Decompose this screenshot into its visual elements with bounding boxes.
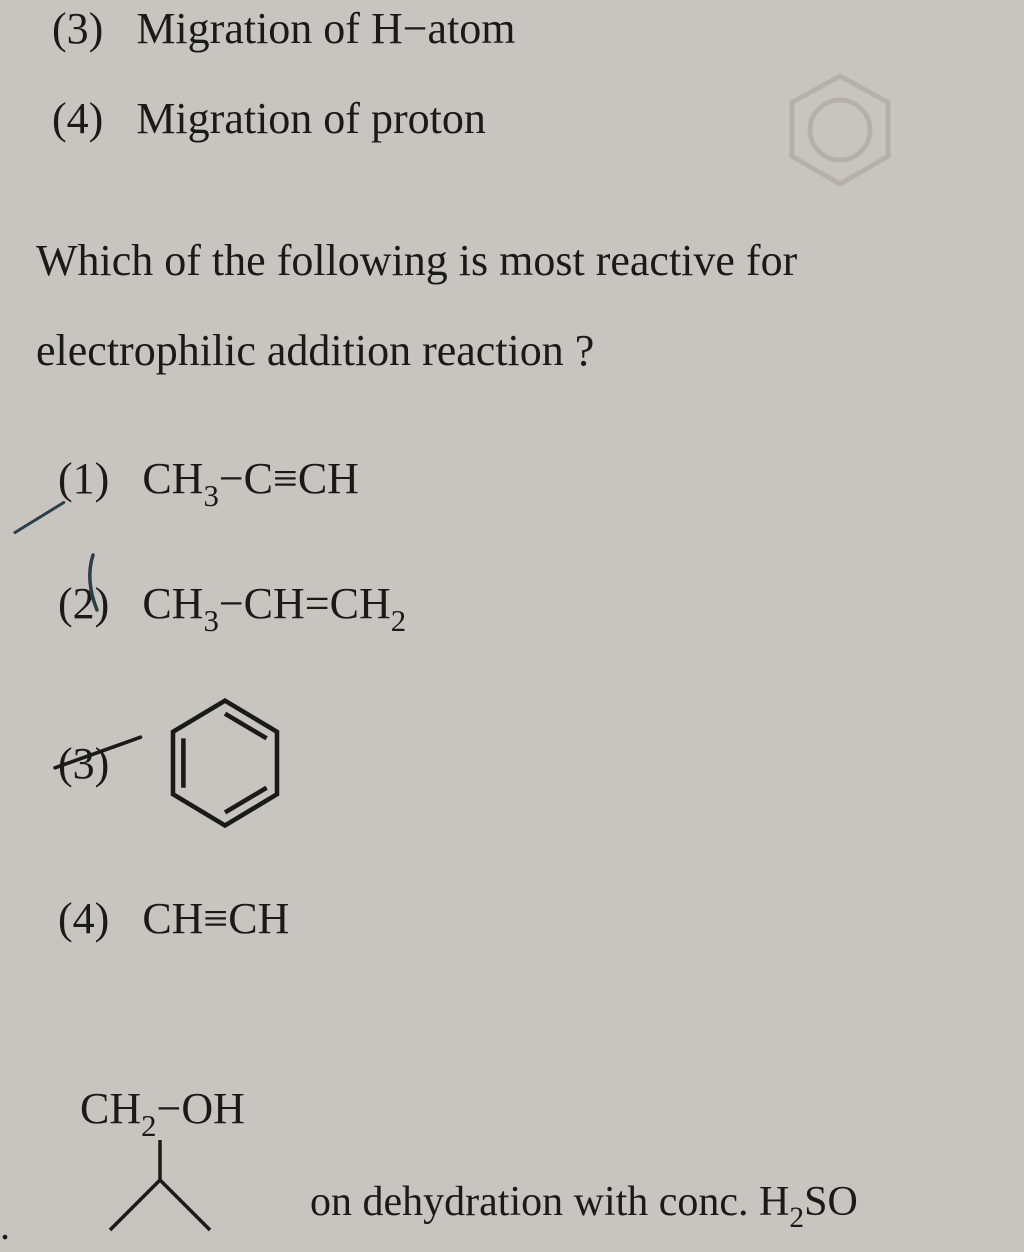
opt3-number: (3)	[58, 739, 109, 788]
benzene-icon	[160, 690, 290, 845]
next-q-text: on dehydration with conc. H2SO	[310, 1175, 858, 1235]
formula-sub: 2	[789, 1202, 804, 1234]
opt4-formula: CH≡CH	[142, 894, 289, 943]
prev-option-4: (4) Migration of proton	[52, 90, 486, 147]
next-q-formula: CH2−OH	[80, 1080, 245, 1143]
formula-sub: 3	[203, 604, 218, 638]
hexagon-watermark-icon	[780, 70, 900, 198]
formula-text: −C≡CH	[219, 454, 359, 503]
formula-text: −OH	[157, 1084, 245, 1133]
marginal-number: .	[0, 1200, 10, 1252]
opt2-number: (2)	[58, 579, 109, 628]
formula-text: CH	[142, 454, 203, 503]
formula-text: CH	[80, 1084, 141, 1133]
option-3: (3)	[58, 735, 109, 792]
formula-sub: 3	[203, 479, 218, 513]
option-1: (1) CH3−C≡CH	[58, 450, 359, 513]
formula-text: CH	[142, 579, 203, 628]
opt4-number: (4)	[58, 894, 109, 943]
prev-opt3-text: Migration of H−atom	[136, 4, 515, 53]
prev-option-3: (3) Migration of H−atom	[52, 0, 516, 57]
mol-fragment-icon	[75, 1135, 245, 1245]
next-q-text-part: on dehydration with conc. H	[310, 1179, 789, 1225]
opt1-number: (1)	[58, 454, 109, 503]
opt1-formula: CH3−C≡CH	[142, 454, 359, 503]
opt2-formula: CH3−CH=CH2	[142, 579, 406, 628]
option-2: (2) CH3−CH=CH2	[58, 575, 406, 638]
option-4: (4) CH≡CH	[58, 890, 289, 947]
prev-opt4-text: Migration of proton	[136, 94, 486, 143]
formula-text: −CH=CH	[219, 579, 391, 628]
formula-sub: 2	[391, 604, 406, 638]
question-line-2: electrophilic addition reaction ?	[36, 322, 594, 379]
prev-opt3-number: (3)	[52, 4, 103, 53]
formula-text: SO	[804, 1179, 858, 1225]
prev-opt4-number: (4)	[52, 94, 103, 143]
question-line-1: Which of the following is most reactive …	[36, 232, 797, 289]
